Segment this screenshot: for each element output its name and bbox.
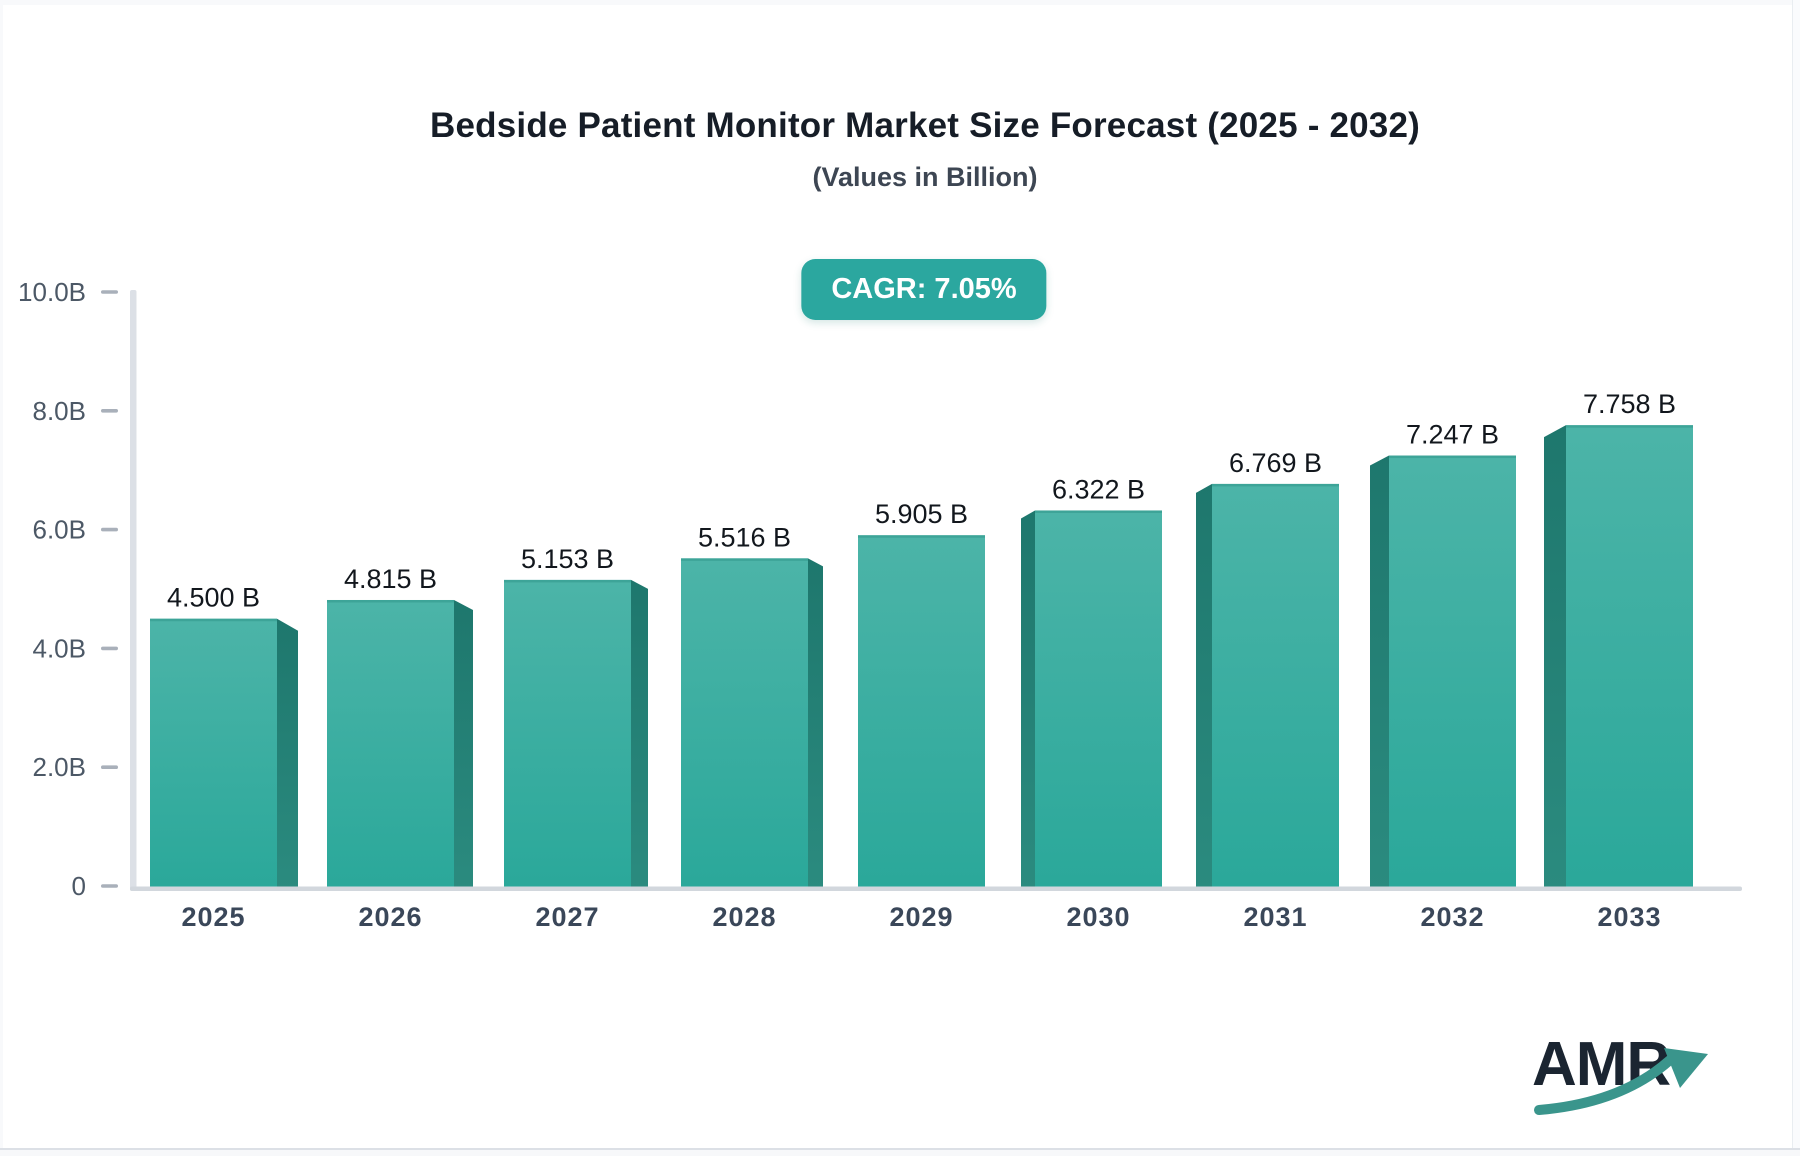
- bar-group-2032: 7.247 B 2032: [1370, 420, 1516, 932]
- cagr-badge: CAGR: 7.05%: [801, 259, 1047, 320]
- bar[interactable]: [1389, 455, 1516, 890]
- x-axis-label: 2029: [889, 902, 953, 932]
- bar-top-edge: [150, 618, 277, 622]
- bar-side-face[interactable]: [1196, 483, 1212, 890]
- x-axis-label: 2033: [1597, 902, 1661, 932]
- x-axis-label: 2032: [1420, 902, 1484, 932]
- bar-group-2026: 4.815 B 2026: [327, 564, 473, 932]
- bar-value-label: 4.815 B: [344, 564, 437, 594]
- bar-side-face[interactable]: [1544, 425, 1566, 890]
- bar-value-label: 4.500 B: [167, 583, 260, 613]
- y-tick-label: 8.0B: [33, 396, 87, 426]
- bar[interactable]: [858, 535, 985, 890]
- bar-top-edge: [504, 579, 631, 583]
- y-tick-label: 0: [72, 871, 86, 901]
- bar-value-label: 5.905 B: [875, 499, 968, 529]
- bar-top-edge: [1566, 425, 1693, 428]
- bar-group-2033: 7.758 B 2033: [1544, 389, 1693, 932]
- card-edge-bottom: [0, 1148, 1800, 1156]
- x-axis-label: 2030: [1066, 902, 1130, 932]
- chart-subtitle: (Values in Billion): [812, 162, 1038, 192]
- x-axis-label: 2031: [1243, 902, 1307, 932]
- bar-side-face[interactable]: [454, 599, 473, 890]
- bar-side-face[interactable]: [631, 579, 648, 890]
- bar-group-2028: 5.516 B 2028: [681, 522, 823, 932]
- y-tick-mark: [101, 527, 118, 532]
- bar[interactable]: [504, 579, 631, 890]
- y-tick-mark: [101, 884, 118, 888]
- bar[interactable]: [150, 618, 277, 890]
- bar-value-label: 6.322 B: [1052, 474, 1145, 504]
- chart-title: Bedside Patient Monitor Market Size Fore…: [430, 106, 1420, 145]
- bar-top-edge: [1212, 483, 1339, 487]
- bar-value-label: 6.769 B: [1229, 448, 1322, 478]
- y-tick-mark: [101, 646, 118, 651]
- card-edge-right: [1792, 0, 1800, 1156]
- x-axis-line: [130, 886, 1742, 891]
- bar-side-face[interactable]: [1021, 510, 1035, 890]
- bar-group-2029: 5.905 B 2029: [858, 499, 985, 932]
- y-tick-mark: [101, 290, 118, 294]
- card-edge-left: [0, 0, 3, 1156]
- x-axis-label: 2027: [535, 902, 599, 932]
- amr-logo-text: AMR: [1532, 1030, 1671, 1099]
- bar-top-edge: [1035, 510, 1162, 513]
- growth-arrow-icon: [1534, 1048, 1708, 1115]
- bar-side-face[interactable]: [1370, 455, 1389, 890]
- amr-logo: AMR: [1532, 1030, 1722, 1120]
- y-tick-mark: [101, 409, 118, 413]
- bar[interactable]: [1212, 483, 1339, 890]
- bar-value-label: 7.247 B: [1406, 420, 1499, 450]
- bar-group-2025: 4.500 B 2025: [150, 583, 298, 932]
- bar[interactable]: [681, 558, 808, 890]
- bar[interactable]: [1566, 425, 1693, 890]
- bar[interactable]: [1035, 510, 1162, 890]
- y-tick-mark: [101, 765, 118, 769]
- bar-group-2027: 5.153 B 2027: [504, 544, 648, 932]
- card-edge-top: [0, 0, 1800, 5]
- bar-top-edge: [1389, 455, 1516, 459]
- bar-group-2030: 6.322 B 2030: [1021, 474, 1162, 932]
- x-axis-label: 2028: [712, 902, 776, 932]
- bar-side-face[interactable]: [808, 558, 823, 890]
- bar[interactable]: [327, 599, 454, 890]
- y-tick-label: 4.0B: [33, 633, 87, 663]
- bar-group-2031: 6.769 B 2031: [1196, 448, 1339, 932]
- bar-value-label: 5.516 B: [698, 522, 791, 552]
- bar-value-label: 5.153 B: [521, 544, 614, 574]
- bar-side-face[interactable]: [277, 618, 298, 890]
- bar-value-label: 7.758 B: [1583, 389, 1676, 419]
- cagr-badge-label: CAGR: 7.05%: [831, 273, 1017, 305]
- y-axis-line: [130, 290, 137, 891]
- bar-top-edge: [327, 599, 454, 603]
- x-axis-label: 2026: [358, 902, 422, 932]
- y-tick-label: 10.0B: [18, 277, 86, 307]
- x-axis-label: 2025: [181, 902, 245, 932]
- y-tick-label: 2.0B: [33, 752, 87, 782]
- bar-top-edge: [681, 558, 808, 561]
- bar-top-edge: [858, 535, 985, 538]
- y-tick-label: 6.0B: [33, 515, 87, 545]
